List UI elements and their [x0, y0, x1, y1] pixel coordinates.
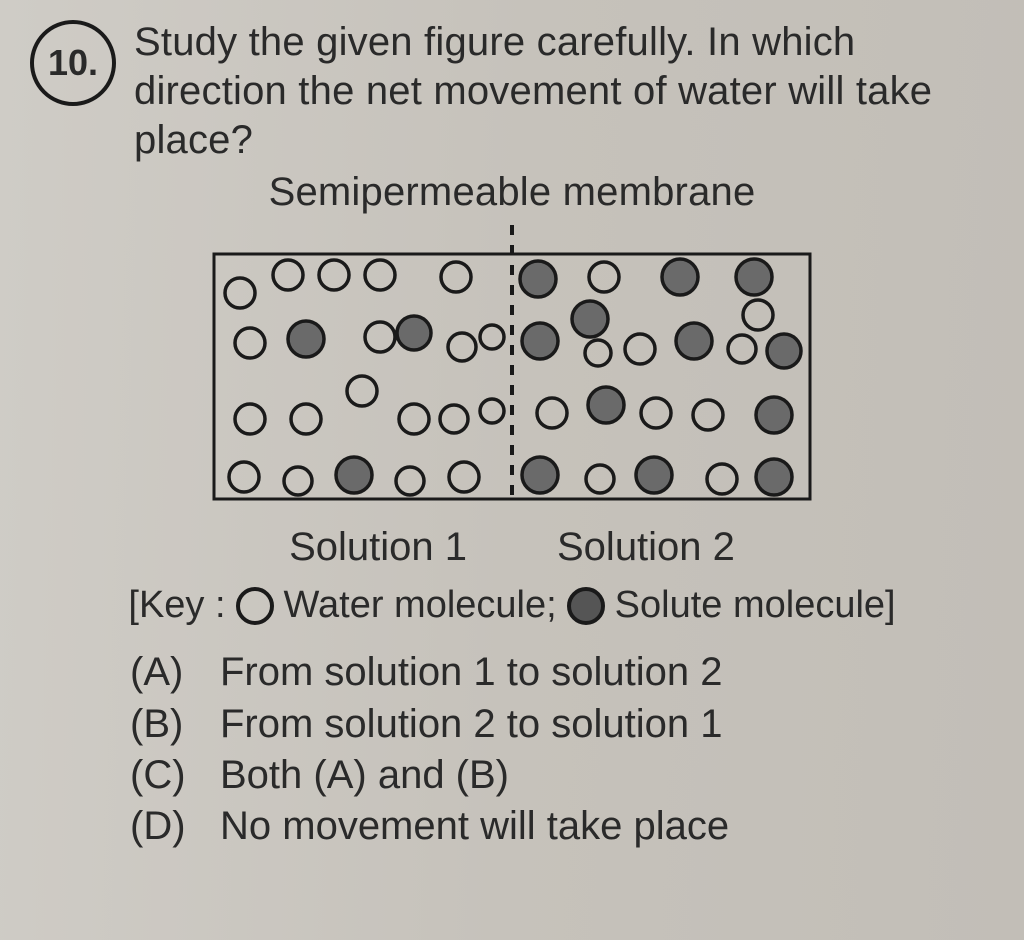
option-d[interactable]: (D) No movement will take place — [130, 801, 994, 852]
membrane-label: Semipermeable membrane — [30, 170, 994, 215]
key-water-text: Water molecule; — [284, 584, 557, 627]
solution-labels-row: Solution 1 Solution 2 — [30, 525, 994, 570]
option-a-text: From solution 1 to solution 2 — [220, 647, 722, 698]
solution-2-label: Solution 2 — [557, 525, 735, 570]
key-prefix: [Key : — [128, 584, 225, 627]
osmosis-diagram — [202, 219, 822, 519]
option-d-text: No movement will take place — [220, 801, 729, 852]
key-solute-text: Solute molecule] — [615, 584, 896, 627]
question-page: { "question": { "number": "10.", "text":… — [0, 0, 1024, 940]
option-a[interactable]: (A) From solution 1 to solution 2 — [130, 647, 994, 698]
question-number-badge: 10. — [30, 20, 116, 106]
option-b[interactable]: (B) From solution 2 to solution 1 — [130, 699, 994, 750]
option-c[interactable]: (C) Both (A) and (B) — [130, 750, 994, 801]
option-b-letter: (B) — [130, 699, 200, 750]
solution-1-label: Solution 1 — [289, 525, 467, 570]
option-c-text: Both (A) and (B) — [220, 750, 509, 801]
water-molecule-icon — [236, 587, 274, 625]
question-number: 10. — [48, 42, 98, 84]
key-legend: [Key : Water molecule; Solute molecule] — [30, 584, 994, 627]
diagram-container — [30, 219, 994, 519]
question-row: 10. Study the given figure carefully. In… — [30, 18, 994, 164]
option-c-letter: (C) — [130, 750, 200, 801]
answer-options: (A) From solution 1 to solution 2 (B) Fr… — [30, 647, 994, 852]
option-d-letter: (D) — [130, 801, 200, 852]
question-text: Study the given figure carefully. In whi… — [134, 18, 994, 164]
option-a-letter: (A) — [130, 647, 200, 698]
solute-molecule-icon — [567, 587, 605, 625]
option-b-text: From solution 2 to solution 1 — [220, 699, 722, 750]
